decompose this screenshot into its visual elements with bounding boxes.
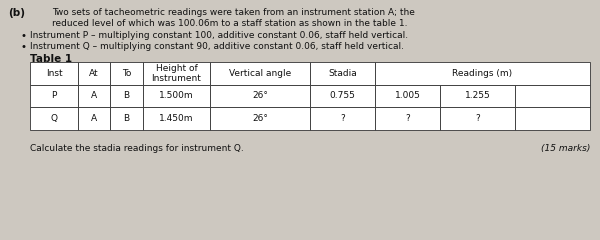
Text: •: • [20, 42, 26, 52]
Text: Readings (m): Readings (m) [452, 69, 512, 78]
Bar [375, 62, 590, 85]
Text: (15 marks): (15 marks) [541, 144, 590, 153]
Text: Two sets of tacheometric readings were taken from an instrument station A; the: Two sets of tacheometric readings were t… [52, 8, 415, 17]
Text: To: To [122, 69, 131, 78]
Text: Instrument Q – multiplying constant 90, additive constant 0.06, staff held verti: Instrument Q – multiplying constant 90, … [30, 42, 404, 51]
Text: ?: ? [405, 114, 410, 123]
Bar [440, 85, 515, 107]
Bar [440, 107, 515, 130]
Bar [143, 85, 210, 107]
Bar [310, 107, 375, 130]
Bar [143, 107, 210, 130]
Bar [210, 107, 310, 130]
Bar [30, 62, 78, 85]
Text: B: B [124, 91, 130, 101]
Text: 26°: 26° [252, 91, 268, 101]
Text: 26°: 26° [252, 114, 268, 123]
Text: 1.450m: 1.450m [159, 114, 194, 123]
Bar [375, 107, 440, 130]
Text: Instrument P – multiplying constant 100, additive constant 0.06, staff held vert: Instrument P – multiplying constant 100,… [30, 31, 408, 40]
Bar [78, 85, 110, 107]
Bar [210, 85, 310, 107]
Text: 1.500m: 1.500m [159, 91, 194, 101]
Text: 1.005: 1.005 [395, 91, 421, 101]
Text: Calculate the stadia readings for instrument Q.: Calculate the stadia readings for instru… [30, 144, 244, 153]
Text: Vertical angle: Vertical angle [229, 69, 291, 78]
Text: At: At [89, 69, 99, 78]
Bar [310, 62, 375, 85]
Bar [375, 85, 440, 107]
Bar [143, 62, 210, 85]
Bar [30, 85, 78, 107]
Bar [110, 62, 143, 85]
Bar [78, 62, 110, 85]
Text: P: P [52, 91, 56, 101]
Bar [515, 107, 590, 130]
Text: Table 1: Table 1 [30, 54, 72, 64]
Bar [30, 107, 78, 130]
Bar [110, 107, 143, 130]
Text: Stadia: Stadia [328, 69, 357, 78]
Text: reduced level of which was 100.06m to a staff station as shown in the table 1.: reduced level of which was 100.06m to a … [52, 19, 407, 28]
Text: A: A [91, 114, 97, 123]
Text: (b): (b) [8, 8, 25, 18]
Text: A: A [91, 91, 97, 101]
Text: Inst: Inst [46, 69, 62, 78]
Bar [310, 85, 375, 107]
Text: 0.755: 0.755 [329, 91, 355, 101]
Bar [515, 85, 590, 107]
Text: B: B [124, 114, 130, 123]
Text: •: • [20, 31, 26, 41]
Text: ?: ? [340, 114, 345, 123]
Bar [78, 107, 110, 130]
Text: 1.255: 1.255 [464, 91, 490, 101]
Bar [110, 85, 143, 107]
Bar [210, 62, 310, 85]
Text: Height of
Instrument: Height of Instrument [152, 64, 202, 83]
Text: Q: Q [50, 114, 58, 123]
Text: ?: ? [475, 114, 480, 123]
